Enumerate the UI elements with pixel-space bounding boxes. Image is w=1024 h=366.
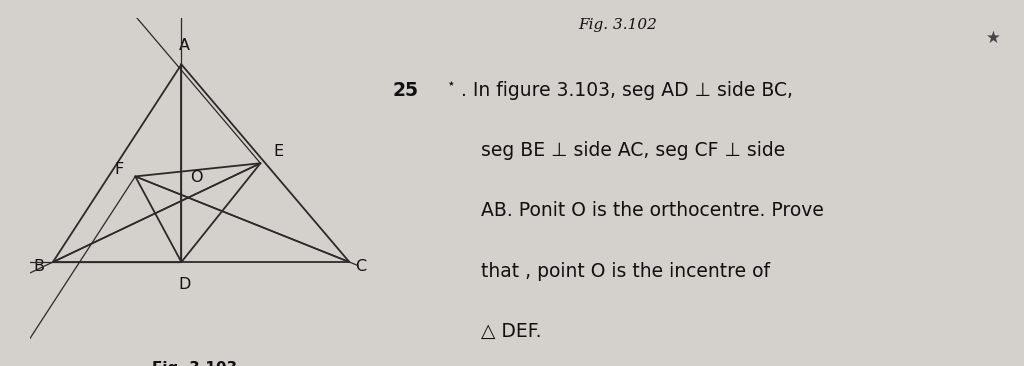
Text: A: A	[179, 38, 190, 53]
Text: . In figure 3.103, seg AD ⊥ side BC,: . In figure 3.103, seg AD ⊥ side BC,	[461, 81, 793, 100]
Text: B: B	[33, 259, 44, 274]
Text: seg BE ⊥ side AC, seg CF ⊥ side: seg BE ⊥ side AC, seg CF ⊥ side	[481, 141, 785, 160]
Text: ⋆: ⋆	[445, 77, 455, 91]
Text: Fig. 3.102: Fig. 3.102	[579, 18, 657, 32]
Text: E: E	[273, 144, 284, 159]
Text: △ DEF.: △ DEF.	[481, 322, 542, 341]
Text: AB. Ponit O is the orthocentre. Prove: AB. Ponit O is the orthocentre. Prove	[481, 201, 824, 220]
Text: C: C	[355, 259, 367, 274]
Text: Fig. 3.103: Fig. 3.103	[152, 361, 238, 366]
Text: D: D	[178, 277, 190, 292]
Text: F: F	[114, 161, 124, 176]
Text: ★: ★	[986, 29, 1000, 47]
Text: that , point O is the incentre of: that , point O is the incentre of	[481, 262, 770, 281]
Text: O: O	[190, 171, 203, 186]
Text: 25: 25	[392, 81, 419, 100]
